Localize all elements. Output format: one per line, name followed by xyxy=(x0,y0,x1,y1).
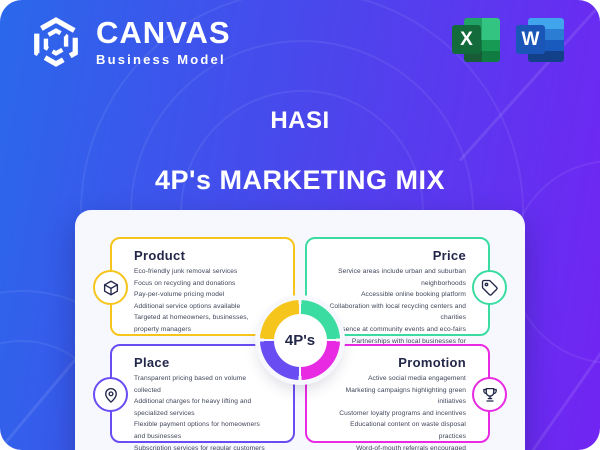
list-item: Educational content on waste disposal pr… xyxy=(350,421,466,440)
trophy-icon xyxy=(472,377,507,412)
brand-logo: CANVAS Business Model xyxy=(28,14,231,70)
quadrant-promotion: Promotion Active social media engagement… xyxy=(305,344,507,450)
list-item: Pay-per-volume pricing model xyxy=(134,291,225,299)
brand-name: CANVAS xyxy=(96,15,231,50)
quadrant-price: Price Service areas include urban and su… xyxy=(305,237,507,356)
list-item: Additional charges for heavy lifting and… xyxy=(134,398,252,417)
marketing-mix-card: Product Eco-friendly junk removal servic… xyxy=(75,210,525,450)
page-title: 4P's MARKETING MIX xyxy=(155,165,445,195)
word-sheet-shades xyxy=(528,18,564,62)
list-item: Targeted at homeowners, businesses, prop… xyxy=(134,314,249,333)
quadrant-title: Price xyxy=(432,248,466,263)
page-subtitle: HASI xyxy=(270,107,330,134)
price-tag-icon xyxy=(472,270,507,305)
list-item: Marketing campaigns highlighting green i… xyxy=(345,386,466,406)
list-item: Presence at community events and eco-fai… xyxy=(331,325,466,333)
list-item: Customer loyalty programs and incentives xyxy=(339,409,466,417)
list-item: Flexible payment options for homeowners … xyxy=(134,421,260,440)
list-item: Active social media engagement xyxy=(368,375,466,382)
cube-icon xyxy=(93,270,128,305)
four-ps-label: 4P's xyxy=(273,313,327,367)
word-icon[interactable]: W xyxy=(516,17,564,63)
list-item: Accessible online booking platform xyxy=(361,291,466,299)
quadrant-place: Place Transparent pricing based on volum… xyxy=(93,344,295,450)
list-item: Focus on recycling and donations xyxy=(134,279,236,287)
list-item: Additional service options available xyxy=(134,302,241,310)
excel-icon[interactable]: X xyxy=(452,17,500,63)
quadrant-title: Promotion xyxy=(398,355,466,370)
word-letter: W xyxy=(516,25,545,54)
list-item: Service areas include urban and suburban… xyxy=(338,268,466,287)
brand-tagline: Business Model xyxy=(96,52,226,67)
quadrant-items: Active social media engagement Marketing… xyxy=(329,373,466,450)
location-pin-icon xyxy=(93,377,128,412)
list-item: Subscription services for regular custom… xyxy=(134,444,265,450)
four-ps-ring: 4P's xyxy=(260,300,340,380)
list-item: Transparent pricing based on volume coll… xyxy=(134,375,247,394)
brand-text: CANVAS Business Model xyxy=(96,17,231,67)
quadrant-items: Transparent pricing based on volume coll… xyxy=(134,373,271,450)
hexagon-knot-icon xyxy=(28,14,84,70)
file-format-icons: X W xyxy=(452,17,564,63)
excel-letter: X xyxy=(452,25,481,54)
quadrant-title: Place xyxy=(134,355,170,370)
quadrant-items: Eco-friendly junk removal services Focus… xyxy=(134,266,271,336)
list-item: Word-of-mouth referrals encouraged xyxy=(356,444,466,450)
quadrant-title: Product xyxy=(134,248,186,263)
list-item: Eco-friendly junk removal services xyxy=(134,268,238,275)
list-item: Collaboration with local recycling cente… xyxy=(329,302,466,322)
